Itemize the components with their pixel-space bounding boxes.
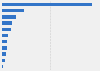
Bar: [2, 28, 11, 31]
Bar: [2, 34, 8, 37]
Bar: [2, 3, 92, 6]
Bar: [2, 21, 12, 25]
Bar: [2, 59, 5, 62]
Bar: [2, 52, 6, 56]
Bar: [2, 9, 24, 12]
Bar: [2, 40, 7, 43]
Bar: [2, 15, 16, 19]
Bar: [2, 65, 3, 68]
Bar: [2, 46, 7, 50]
